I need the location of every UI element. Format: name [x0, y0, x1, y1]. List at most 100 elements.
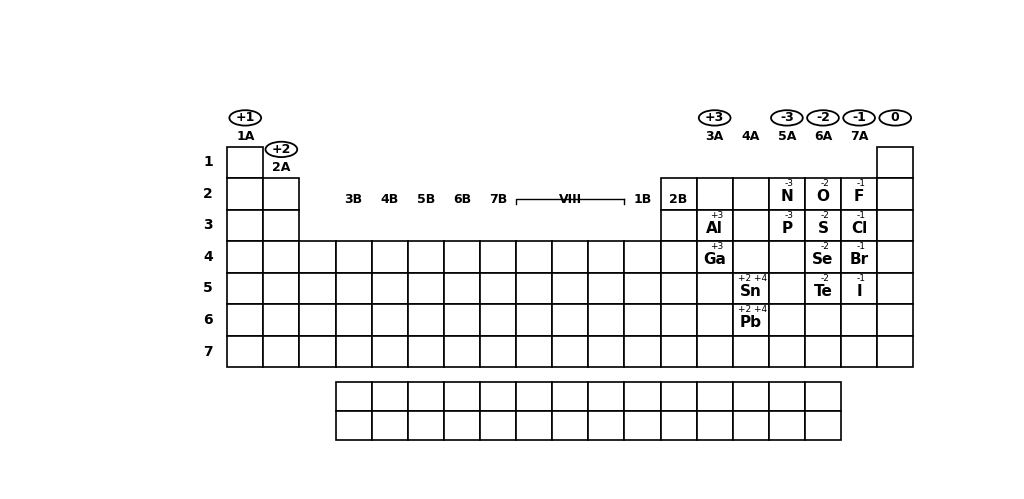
Bar	[443, 241, 480, 273]
Bar	[805, 178, 841, 210]
Bar	[588, 304, 625, 336]
Bar	[443, 304, 480, 336]
Text: -1: -1	[856, 179, 865, 188]
Text: +2 +4: +2 +4	[738, 305, 767, 314]
Bar	[878, 336, 913, 367]
Bar	[299, 241, 336, 273]
Text: +2: +2	[271, 143, 291, 156]
Bar	[516, 382, 552, 411]
Bar	[299, 304, 336, 336]
Bar	[660, 336, 696, 367]
Text: -3: -3	[780, 111, 794, 124]
Bar	[336, 411, 372, 440]
Text: I: I	[856, 283, 862, 298]
Bar	[805, 336, 841, 367]
Text: Ga: Ga	[703, 252, 726, 267]
Text: Cl: Cl	[851, 221, 867, 236]
Text: +3: +3	[706, 111, 724, 124]
Bar	[480, 241, 516, 273]
Text: 2A: 2A	[272, 161, 291, 174]
Bar	[480, 382, 516, 411]
Bar	[696, 273, 733, 304]
Bar	[299, 273, 336, 304]
Bar	[696, 178, 733, 210]
Bar	[588, 336, 625, 367]
Bar	[841, 178, 878, 210]
Bar	[625, 273, 660, 304]
Bar	[443, 382, 480, 411]
Bar	[696, 411, 733, 440]
Bar	[516, 241, 552, 273]
Text: 4A: 4A	[741, 130, 760, 143]
Bar	[696, 304, 733, 336]
Bar	[516, 273, 552, 304]
Bar	[588, 382, 625, 411]
Bar	[769, 210, 805, 241]
Bar	[480, 304, 516, 336]
Bar	[660, 382, 696, 411]
Bar	[408, 382, 443, 411]
Bar	[733, 241, 769, 273]
Bar	[660, 273, 696, 304]
Text: -2: -2	[820, 211, 829, 220]
Bar	[408, 336, 443, 367]
Bar	[227, 210, 263, 241]
Bar	[841, 336, 878, 367]
Text: 3B: 3B	[344, 193, 362, 206]
Bar	[552, 304, 588, 336]
Bar	[625, 336, 660, 367]
Bar	[696, 210, 733, 241]
Text: 1B: 1B	[633, 193, 651, 206]
Bar	[841, 210, 878, 241]
Text: +1: +1	[236, 111, 255, 124]
Bar	[227, 273, 263, 304]
Bar	[227, 178, 263, 210]
Text: Pb: Pb	[739, 315, 762, 330]
Text: 2B: 2B	[670, 193, 688, 206]
Text: 1A: 1A	[237, 130, 254, 143]
Bar	[263, 273, 299, 304]
Bar	[878, 241, 913, 273]
Bar	[443, 336, 480, 367]
Bar	[660, 411, 696, 440]
Bar	[660, 210, 696, 241]
Bar	[841, 241, 878, 273]
Text: 5B: 5B	[417, 193, 435, 206]
Text: S: S	[817, 221, 828, 236]
Bar	[805, 241, 841, 273]
Text: Te: Te	[813, 283, 833, 298]
Bar	[480, 411, 516, 440]
Bar	[696, 241, 733, 273]
Bar	[263, 336, 299, 367]
Bar	[733, 304, 769, 336]
Bar	[299, 336, 336, 367]
Bar	[516, 304, 552, 336]
Text: 5: 5	[203, 281, 213, 295]
Bar	[733, 273, 769, 304]
Bar	[480, 336, 516, 367]
Bar	[336, 304, 372, 336]
Text: -2: -2	[820, 243, 829, 251]
Bar	[552, 382, 588, 411]
Bar	[372, 382, 408, 411]
Bar	[769, 411, 805, 440]
Bar	[878, 147, 913, 178]
Bar	[660, 241, 696, 273]
Text: P: P	[781, 221, 793, 236]
Bar	[336, 273, 372, 304]
Text: -3: -3	[784, 179, 794, 188]
Text: VIII: VIII	[559, 193, 582, 206]
Bar	[227, 241, 263, 273]
Text: 7B: 7B	[488, 193, 507, 206]
Text: 6: 6	[204, 313, 213, 327]
Bar	[516, 336, 552, 367]
Text: -1: -1	[856, 243, 865, 251]
Text: -2: -2	[820, 179, 829, 188]
Bar	[696, 336, 733, 367]
Text: -2: -2	[816, 111, 829, 124]
Bar	[372, 241, 408, 273]
Bar	[878, 304, 913, 336]
Bar	[625, 411, 660, 440]
Bar	[660, 178, 696, 210]
Bar	[696, 382, 733, 411]
